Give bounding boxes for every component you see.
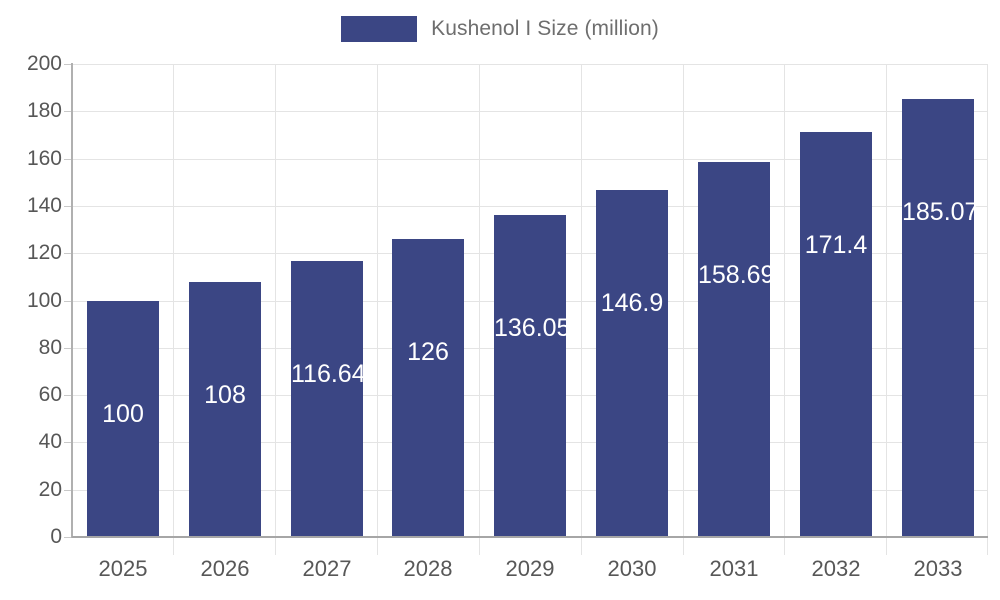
bar-2033[interactable]: 185.07 bbox=[902, 99, 979, 537]
y-tick-label-40: 40 bbox=[38, 430, 62, 453]
legend-label: Kushenol I Size (million) bbox=[431, 17, 659, 40]
gridline-v-8 bbox=[886, 64, 887, 555]
gridline-v-9 bbox=[987, 64, 988, 555]
x-tick-label-2028: 2028 bbox=[403, 556, 453, 581]
gridline-v-1 bbox=[173, 64, 174, 555]
y-tick-label-0: 0 bbox=[50, 525, 62, 548]
x-tick-label-2030: 2030 bbox=[607, 556, 657, 581]
x-tick-label-2027: 2027 bbox=[302, 556, 352, 581]
bar-value-2029: 136.05 bbox=[494, 314, 571, 343]
gridline-v-3 bbox=[377, 64, 378, 555]
bar-2032[interactable]: 171.4 bbox=[800, 131, 872, 537]
gridline-h-160 bbox=[72, 159, 988, 160]
gridline-v-2 bbox=[275, 64, 276, 555]
bar-value-2027: 116.64 bbox=[291, 360, 366, 389]
bar-value-2031: 158.69 bbox=[698, 260, 775, 289]
bar-value-2025: 100 bbox=[102, 399, 144, 428]
gridline-v-4 bbox=[479, 64, 480, 555]
x-tick-label-2032: 2032 bbox=[811, 556, 861, 581]
y-tick-label-20: 20 bbox=[38, 478, 62, 501]
y-tick-label-60: 60 bbox=[38, 383, 62, 406]
x-tick-label-2031: 2031 bbox=[709, 556, 759, 581]
x-tick-label-2025: 2025 bbox=[98, 556, 148, 581]
bar-value-2033: 185.07 bbox=[902, 198, 979, 227]
bar-value-2030: 146.9 bbox=[600, 288, 664, 317]
y-tick-label-180: 180 bbox=[26, 99, 62, 122]
bar-value-2028: 126 bbox=[407, 338, 449, 367]
gridline-h-200 bbox=[72, 64, 988, 65]
y-axis-line bbox=[71, 63, 73, 538]
x-tick-label-2033: 2033 bbox=[913, 556, 963, 581]
y-tick-label-160: 160 bbox=[26, 147, 62, 170]
bar-2025[interactable]: 100 bbox=[87, 300, 159, 537]
bar-2029[interactable]: 136.05 bbox=[494, 215, 571, 537]
chart-legend: Kushenol I Size (million) bbox=[0, 0, 1000, 58]
x-tick-label-2026: 2026 bbox=[200, 556, 250, 581]
bar-2030[interactable]: 146.9 bbox=[596, 189, 668, 537]
legend-swatch-icon bbox=[341, 16, 418, 42]
x-axis-line bbox=[72, 536, 988, 538]
bar-2027[interactable]: 116.64 bbox=[291, 261, 366, 537]
gridline-v-7 bbox=[784, 64, 785, 555]
y-tick-label-100: 100 bbox=[26, 289, 62, 312]
gridline-v-5 bbox=[581, 64, 582, 555]
x-tick-label-2029: 2029 bbox=[505, 556, 555, 581]
plot-area: 100 108 116.64 126 136.05 146.9 158.69 1… bbox=[72, 64, 988, 555]
legend-item-kushenol-i[interactable]: Kushenol I Size (million) bbox=[341, 16, 659, 42]
gridline-h-140 bbox=[72, 206, 988, 207]
y-tick-label-120: 120 bbox=[26, 241, 62, 264]
y-tick-label-140: 140 bbox=[26, 194, 62, 217]
bar-2026[interactable]: 108 bbox=[189, 281, 261, 537]
bar-2028[interactable]: 126 bbox=[392, 239, 464, 537]
bar-value-2032: 171.4 bbox=[804, 230, 868, 259]
y-tick-label-80: 80 bbox=[38, 336, 62, 359]
gridline-h-180 bbox=[72, 111, 988, 112]
gridline-v-6 bbox=[683, 64, 684, 555]
bar-2031[interactable]: 158.69 bbox=[698, 161, 775, 537]
bar-value-2026: 108 bbox=[204, 380, 246, 409]
